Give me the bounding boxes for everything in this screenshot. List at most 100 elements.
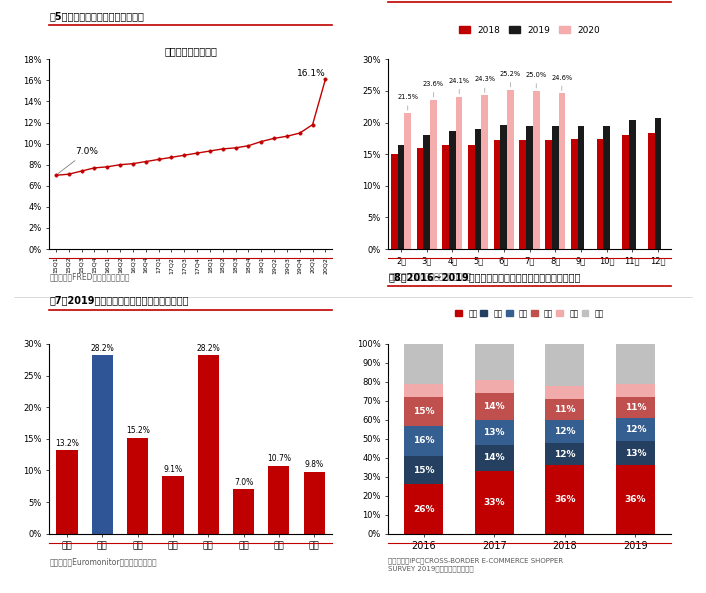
Text: 14%: 14% bbox=[484, 402, 505, 411]
Text: 7.0%: 7.0% bbox=[234, 478, 253, 487]
Text: 12%: 12% bbox=[625, 425, 646, 434]
Legend: 2018, 2019, 2020: 2018, 2019, 2020 bbox=[455, 22, 604, 39]
Bar bbox=[616, 466, 655, 534]
Text: 13%: 13% bbox=[484, 428, 505, 436]
Bar bbox=[546, 399, 585, 420]
Text: 14%: 14% bbox=[484, 453, 505, 463]
Bar bbox=[546, 442, 585, 466]
Bar bbox=[616, 344, 655, 384]
Text: 10.7%: 10.7% bbox=[267, 454, 291, 464]
Text: 24.3%: 24.3% bbox=[474, 76, 496, 93]
Text: 24.1%: 24.1% bbox=[448, 78, 469, 94]
Text: 15%: 15% bbox=[413, 466, 434, 474]
Text: 9.8%: 9.8% bbox=[304, 460, 324, 469]
Text: 26%: 26% bbox=[413, 505, 434, 514]
Bar bbox=[475, 344, 514, 380]
Bar bbox=[597, 139, 603, 249]
Bar bbox=[424, 135, 430, 249]
Text: 12%: 12% bbox=[554, 449, 575, 458]
Bar bbox=[603, 126, 610, 249]
Text: 15.2%: 15.2% bbox=[126, 426, 150, 435]
Bar bbox=[268, 466, 289, 534]
Bar bbox=[475, 471, 514, 534]
Bar bbox=[475, 445, 514, 471]
Bar bbox=[430, 100, 437, 249]
Bar bbox=[92, 355, 113, 534]
Bar bbox=[475, 393, 514, 420]
Bar bbox=[507, 90, 514, 249]
Bar bbox=[405, 113, 411, 249]
Bar bbox=[404, 384, 443, 397]
Bar bbox=[127, 438, 148, 534]
Bar bbox=[571, 139, 578, 249]
Bar bbox=[622, 135, 629, 249]
Text: 13.2%: 13.2% bbox=[55, 439, 79, 448]
Text: 16.1%: 16.1% bbox=[297, 69, 325, 78]
Bar bbox=[443, 145, 449, 249]
Bar bbox=[475, 420, 514, 445]
Bar bbox=[526, 126, 533, 249]
Bar bbox=[456, 97, 462, 249]
Bar bbox=[475, 380, 514, 393]
Text: 25.2%: 25.2% bbox=[500, 71, 521, 87]
Bar bbox=[404, 484, 443, 534]
Bar bbox=[616, 384, 655, 397]
Bar bbox=[616, 397, 655, 418]
Bar bbox=[629, 120, 635, 249]
Text: 28.2%: 28.2% bbox=[196, 344, 220, 353]
Bar bbox=[654, 118, 662, 249]
Text: 15%: 15% bbox=[413, 407, 434, 416]
Bar bbox=[198, 355, 219, 534]
Bar bbox=[397, 145, 405, 249]
Bar bbox=[404, 344, 443, 384]
Bar bbox=[449, 132, 456, 249]
Text: 23.6%: 23.6% bbox=[423, 81, 444, 97]
Text: 28.2%: 28.2% bbox=[90, 344, 114, 353]
Text: 资料来源：IPC《CROSS-BORDER E-COMMERCE SHOPPER
SURVEY 2019》，中信证券研究部: 资料来源：IPC《CROSS-BORDER E-COMMERCE SHOPPER… bbox=[388, 557, 563, 572]
Bar bbox=[546, 344, 585, 385]
Text: 图7：2019年全球部分国家电商零售渗透率情况: 图7：2019年全球部分国家电商零售渗透率情况 bbox=[49, 295, 189, 305]
Bar bbox=[552, 126, 558, 249]
Bar bbox=[468, 145, 475, 249]
Text: 11%: 11% bbox=[554, 405, 575, 414]
Bar bbox=[304, 471, 325, 534]
Bar bbox=[391, 154, 397, 249]
Bar bbox=[501, 125, 507, 249]
Bar bbox=[558, 94, 566, 249]
Bar bbox=[546, 466, 585, 534]
Bar bbox=[493, 141, 501, 249]
Legend: 中国, 英国, 德国, 美国, 法国, 其他: 中国, 英国, 德国, 美国, 法国, 其他 bbox=[452, 306, 607, 321]
Bar bbox=[233, 489, 254, 534]
Text: 13%: 13% bbox=[625, 448, 646, 458]
Bar bbox=[546, 385, 585, 399]
Text: 图8：2016~2019年购买过中国商品的跨境电商用户占比提升: 图8：2016~2019年购买过中国商品的跨境电商用户占比提升 bbox=[388, 272, 580, 282]
Bar bbox=[545, 141, 552, 249]
Text: 11%: 11% bbox=[625, 403, 646, 412]
Text: 7.0%: 7.0% bbox=[58, 147, 98, 174]
Text: 12%: 12% bbox=[554, 427, 575, 436]
Text: 资料来源：FRED，中信证券研究部: 资料来源：FRED，中信证券研究部 bbox=[49, 273, 130, 282]
Bar bbox=[616, 441, 655, 466]
Title: 美国电商零售渗透率: 美国电商零售渗透率 bbox=[164, 46, 217, 56]
Bar bbox=[162, 476, 184, 534]
Text: 图5：美国电商零售渗透率提升情况: 图5：美国电商零售渗透率提升情况 bbox=[49, 11, 144, 21]
Text: 21.5%: 21.5% bbox=[397, 94, 419, 110]
Bar bbox=[546, 420, 585, 442]
Text: 资料来源：国家统计局，中信证券研究部: 资料来源：国家统计局，中信证券研究部 bbox=[388, 273, 472, 282]
Text: 36%: 36% bbox=[554, 495, 575, 504]
Text: 16%: 16% bbox=[413, 436, 434, 445]
Bar bbox=[56, 450, 78, 534]
Bar bbox=[475, 129, 481, 249]
Bar bbox=[533, 91, 539, 249]
Text: 36%: 36% bbox=[625, 495, 646, 504]
Text: 33%: 33% bbox=[484, 498, 505, 507]
Text: 24.6%: 24.6% bbox=[551, 75, 573, 91]
Text: 资料来源：Euromonitor，中信证券研究部: 资料来源：Euromonitor，中信证券研究部 bbox=[49, 557, 157, 566]
Bar bbox=[404, 397, 443, 426]
Bar bbox=[404, 426, 443, 456]
Bar bbox=[648, 133, 654, 249]
Bar bbox=[578, 126, 584, 249]
Bar bbox=[520, 141, 526, 249]
Bar bbox=[417, 148, 424, 249]
Bar bbox=[404, 456, 443, 484]
